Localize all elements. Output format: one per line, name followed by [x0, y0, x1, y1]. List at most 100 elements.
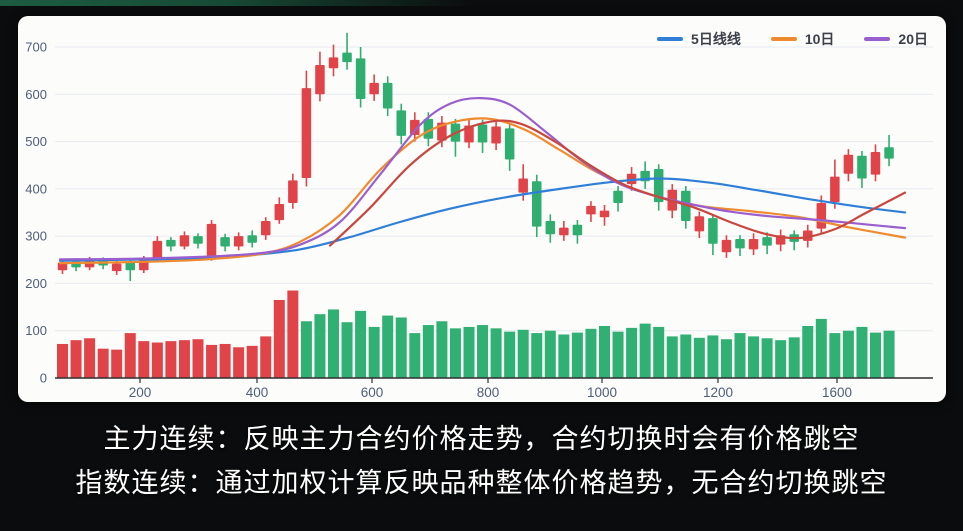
- volume-bar: [842, 330, 854, 378]
- candle-body: [193, 236, 203, 244]
- volume-bar: [883, 330, 895, 378]
- candle-body: [220, 237, 230, 247]
- volume-bar: [165, 341, 177, 378]
- volume-bar: [477, 325, 489, 378]
- volume-bar: [666, 336, 678, 378]
- legend-item-20日[interactable]: 20日: [864, 29, 928, 49]
- volume-bar: [57, 343, 68, 378]
- caption-main-continuous: 主力连续：反映主力合约价格走势，合约切换时会有价格跳空: [103, 424, 860, 454]
- volume-bar: [544, 330, 556, 378]
- legend-line-swatch: [770, 37, 797, 41]
- volume-bar: [84, 338, 96, 378]
- volume-bar: [436, 321, 448, 378]
- candle-body: [613, 190, 623, 204]
- candle-body: [206, 223, 217, 257]
- volume-bar: [314, 314, 326, 378]
- volume-bar: [246, 345, 258, 378]
- ma-line-5日线线: [58, 177, 907, 262]
- candle-body: [653, 168, 664, 203]
- legend-item-5日线线[interactable]: 5日线线: [657, 29, 741, 49]
- volume-bar: [422, 325, 434, 378]
- volume-bar: [707, 335, 719, 378]
- candle-body: [857, 155, 867, 179]
- volume-bar: [287, 290, 299, 378]
- volume-bar: [693, 337, 705, 378]
- candle-body: [735, 238, 745, 249]
- volume-bar: [328, 309, 339, 378]
- ma-line-unlabeled-3: [328, 119, 907, 247]
- volume-bar: [748, 336, 760, 378]
- volume-bar: [802, 325, 814, 378]
- candle-body: [125, 262, 135, 271]
- svg-text:500: 500: [25, 134, 47, 149]
- candle-body: [301, 88, 312, 178]
- svg-text:100: 100: [25, 323, 47, 338]
- candle-body: [477, 124, 488, 143]
- candle-body: [111, 263, 122, 272]
- volume-bar: [720, 339, 732, 378]
- volume-bar: [219, 343, 231, 378]
- volume-bar: [585, 328, 597, 378]
- volume-bar: [273, 299, 285, 378]
- chart-card: 5日线线 10日 20日 0 100 200 300 400 500 600 700 200 400 6…: [18, 16, 946, 402]
- legend-label: 10日: [804, 31, 835, 47]
- ma-line-10日: [58, 117, 907, 265]
- svg-text:700: 700: [25, 40, 47, 55]
- volume-bar: [395, 317, 407, 378]
- volume-bar: [463, 326, 475, 378]
- candle-body: [694, 216, 705, 232]
- candle-body: [410, 119, 420, 135]
- volume-bar: [192, 339, 204, 378]
- volume-bar: [626, 327, 638, 378]
- volume-bar: [531, 333, 543, 378]
- legend-label: 5日线线: [691, 31, 741, 47]
- candle-body: [288, 180, 298, 204]
- volume-bar: [138, 341, 150, 378]
- candle-body: [532, 181, 542, 227]
- candle-body: [423, 118, 434, 139]
- candle-body: [166, 239, 176, 247]
- caption-block: 主力连续：反映主力合约价格走势，合约切换时会有价格跳空 指数连续：通过加权计算反…: [0, 417, 963, 505]
- volume-bar: [178, 340, 190, 378]
- volume-bar: [571, 332, 583, 378]
- volume-bar: [368, 326, 380, 378]
- candle-body: [247, 235, 257, 243]
- caption-index-continuous: 指数连续：通过加权计算反映品种整体价格趋势，无合约切换跳空: [75, 468, 888, 498]
- candle-body: [721, 239, 732, 253]
- volume-bar: [151, 342, 163, 378]
- volume-bar: [870, 332, 881, 378]
- candle-body: [233, 236, 244, 247]
- volume-bar: [775, 340, 787, 378]
- chart-legend: 5日线线 10日 20日: [657, 29, 928, 49]
- candle-body: [626, 173, 637, 185]
- volume-bar: [124, 333, 136, 378]
- candle-body: [572, 224, 583, 236]
- top-accent-strip: [0, 0, 500, 6]
- legend-line-swatch: [864, 37, 891, 41]
- candle-body: [708, 218, 718, 244]
- volume-bar: [517, 329, 529, 378]
- candle-body: [396, 110, 406, 136]
- legend-item-10日[interactable]: 10日: [770, 29, 835, 49]
- volume-bar: [829, 333, 841, 378]
- svg-text:600: 600: [25, 87, 47, 102]
- volume-bar: [558, 334, 570, 378]
- volume-bar: [788, 337, 800, 378]
- volume-bar: [260, 336, 272, 378]
- volume-bar: [449, 328, 461, 378]
- candle-body: [748, 238, 759, 250]
- candle-body: [261, 221, 271, 236]
- candle-body: [57, 262, 68, 271]
- candle-body: [315, 64, 325, 95]
- candle-body: [816, 203, 827, 229]
- candle-body: [830, 176, 840, 203]
- svg-text:300: 300: [25, 229, 47, 244]
- svg-text:0: 0: [40, 371, 47, 386]
- candle-body: [599, 210, 610, 218]
- candle-body: [152, 240, 163, 259]
- candle-body: [274, 203, 285, 221]
- volume-bar: [504, 331, 516, 378]
- volume-bar: [341, 322, 353, 378]
- candlestick-chart-canvas: 0 100 200 300 400 500 600 700 200 400 600 800 1000 12…: [25, 32, 933, 400]
- candle-body: [884, 147, 894, 159]
